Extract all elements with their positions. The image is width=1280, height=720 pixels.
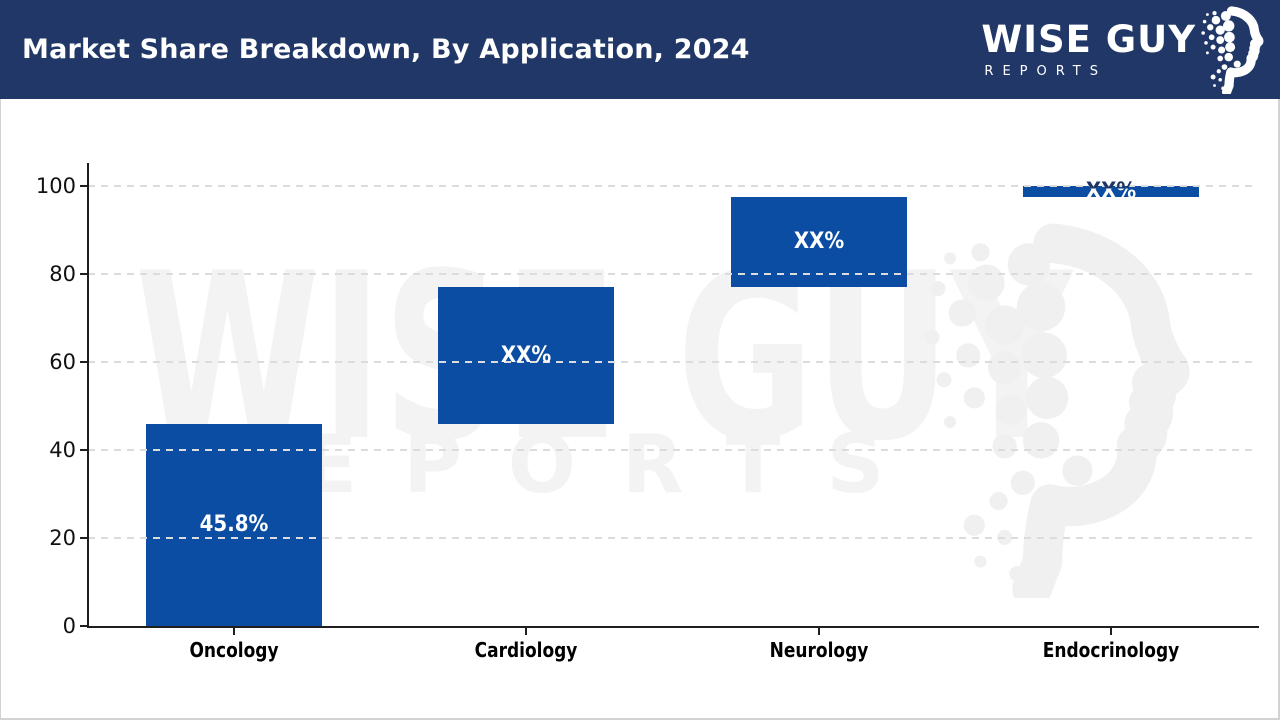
x-tick <box>817 628 820 635</box>
gridline <box>88 449 1253 451</box>
gridline <box>88 273 1253 275</box>
bar-value-label: XX% <box>501 342 552 368</box>
y-tick <box>80 537 88 539</box>
bar-cardiology <box>438 287 615 425</box>
y-tick <box>80 185 88 187</box>
y-tick <box>80 625 88 627</box>
x-tick-label: Neurology <box>769 638 868 662</box>
x-tick-label: Oncology <box>189 638 279 662</box>
logo-text: WISE GUY REPORTS <box>981 21 1196 79</box>
y-axis-line <box>87 163 89 628</box>
y-tick-label: 60 <box>49 350 76 374</box>
bar-oncology <box>146 424 323 626</box>
y-tick-label: 80 <box>49 262 76 286</box>
logo-sub-text: REPORTS <box>984 63 1108 79</box>
y-tick <box>80 361 88 363</box>
gridline <box>88 185 1253 187</box>
x-tick <box>233 628 236 635</box>
bar-endocrinology <box>1022 186 1199 197</box>
bar-neurology <box>730 197 907 288</box>
y-tick-label: 40 <box>49 438 76 462</box>
logo: WISE GUY REPORTS <box>981 6 1270 94</box>
bar-value-label: XX% <box>793 229 844 255</box>
logo-brand-text: WISE GUY <box>981 17 1196 61</box>
y-tick-label: 100 <box>35 174 76 198</box>
y-tick-label: 0 <box>62 614 76 638</box>
gridline <box>88 361 1253 363</box>
logo-head-icon <box>1186 6 1270 94</box>
bar-value-label: XX% <box>1048 179 1174 205</box>
x-axis-line <box>87 626 1259 628</box>
y-tick <box>80 449 88 451</box>
page-title: Market Share Breakdown, By Application, … <box>22 34 750 65</box>
x-tick-label: Endocrinology <box>1042 638 1180 662</box>
x-tick <box>1109 628 1112 635</box>
watermark-head-icon <box>868 222 1208 598</box>
x-tick <box>525 628 528 635</box>
y-tick-label: 20 <box>49 526 76 550</box>
header: Market Share Breakdown, By Application, … <box>0 0 1280 99</box>
x-tick-label: Cardiology <box>474 638 578 662</box>
y-tick <box>80 273 88 275</box>
gridline <box>88 537 1253 539</box>
bar-value-label: 45.8% <box>199 512 269 538</box>
